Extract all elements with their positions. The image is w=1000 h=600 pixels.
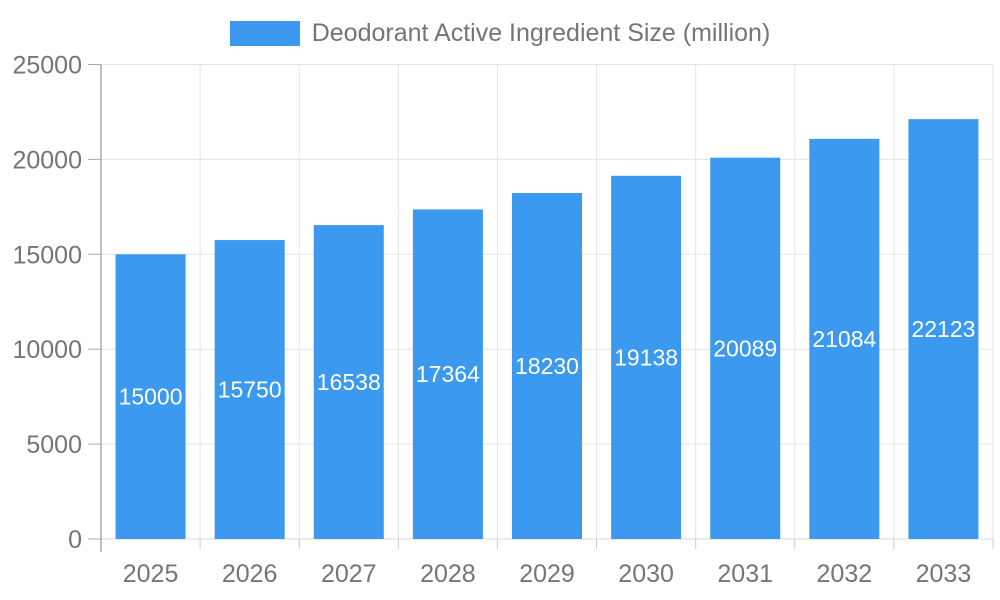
x-tick-label: 2025 bbox=[123, 560, 179, 588]
bar-label: 19138 bbox=[614, 344, 678, 370]
bar-label: 15000 bbox=[119, 384, 183, 410]
y-tick-label: 15000 bbox=[12, 241, 82, 269]
x-tick-label: 2026 bbox=[222, 560, 278, 588]
x-tick-label: 2030 bbox=[618, 560, 674, 588]
bar-label: 17364 bbox=[416, 361, 480, 387]
bar-label: 21084 bbox=[812, 326, 876, 352]
legend-label[interactable]: Deodorant Active Ingredient Size (millio… bbox=[311, 18, 771, 47]
x-tick-label: 2029 bbox=[519, 560, 575, 588]
bar-label: 16538 bbox=[317, 369, 381, 395]
bar-label: 18230 bbox=[515, 353, 579, 379]
x-tick-label: 2032 bbox=[817, 560, 873, 588]
bar-label: 22123 bbox=[911, 316, 975, 342]
y-tick-label: 0 bbox=[68, 526, 82, 554]
bar[interactable] bbox=[710, 157, 781, 539]
x-tick-label: 2031 bbox=[717, 560, 773, 588]
bar[interactable] bbox=[908, 119, 979, 539]
bar[interactable] bbox=[214, 240, 285, 539]
bar[interactable] bbox=[809, 138, 880, 539]
y-tick-label: 25000 bbox=[12, 52, 82, 80]
bar[interactable] bbox=[512, 192, 582, 539]
bar[interactable] bbox=[313, 225, 384, 539]
legend-swatch[interactable] bbox=[229, 20, 300, 46]
legend: Deodorant Active Ingredient Size (millio… bbox=[0, 18, 1000, 48]
y-tick-label: 10000 bbox=[12, 336, 82, 364]
bar[interactable] bbox=[115, 254, 186, 540]
bar[interactable] bbox=[611, 175, 682, 540]
y-tick-label: 20000 bbox=[12, 146, 82, 174]
x-tick-label: 2027 bbox=[321, 560, 377, 588]
bar-label: 20089 bbox=[713, 335, 777, 361]
bar-label: 15750 bbox=[218, 377, 282, 403]
x-tick-label: 2033 bbox=[916, 560, 972, 588]
x-tick-label: 2028 bbox=[420, 560, 476, 588]
bar[interactable] bbox=[412, 209, 483, 539]
y-tick-label: 5000 bbox=[26, 431, 82, 459]
